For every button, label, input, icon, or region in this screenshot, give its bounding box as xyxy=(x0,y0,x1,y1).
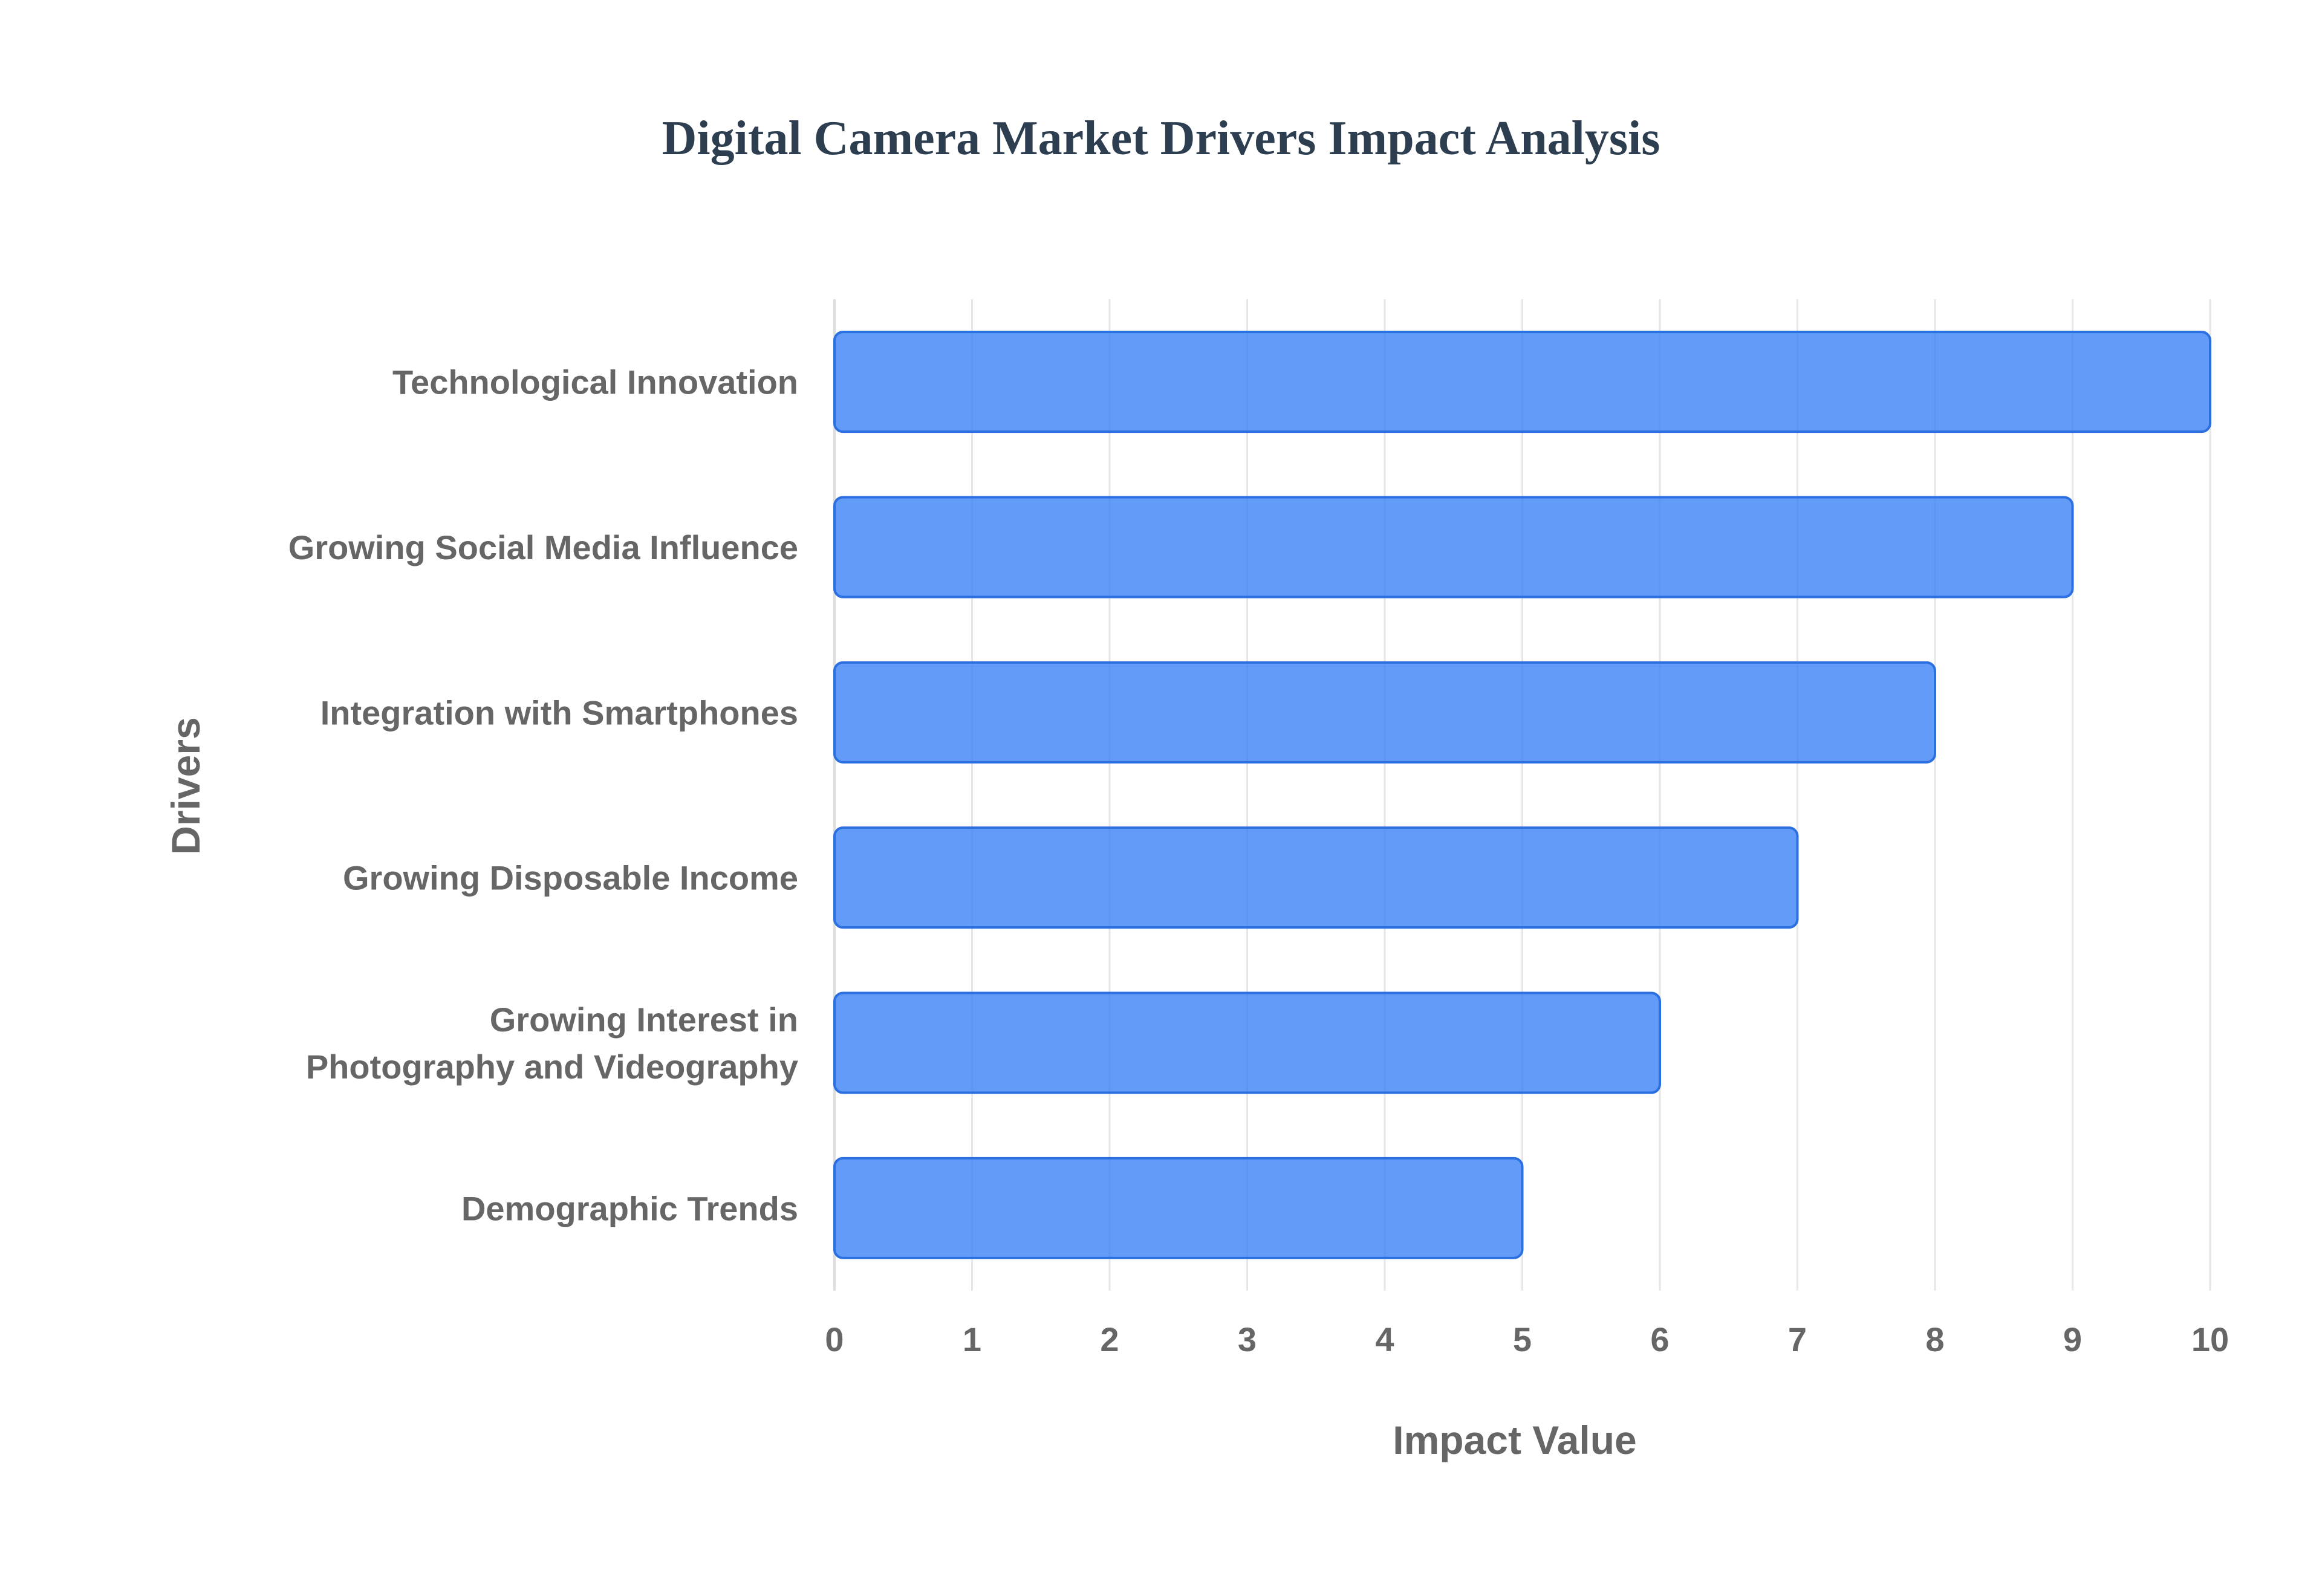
category-label: Technological Innovation xyxy=(392,363,798,401)
x-axis-title: Impact Value xyxy=(1393,1418,1637,1462)
chart-title: Digital Camera Market Drivers Impact Ana… xyxy=(662,112,1660,165)
x-tick-label: 10 xyxy=(2191,1320,2229,1358)
category-label-line: Growing Social Media Influence xyxy=(288,528,798,566)
grid-lines xyxy=(833,299,2211,1291)
x-tick-label: 9 xyxy=(2063,1320,2082,1358)
y-axis-title: Drivers xyxy=(163,717,208,855)
category-labels: Technological Innovation Growing Social M… xyxy=(288,363,798,1228)
bar xyxy=(833,991,1661,1094)
category-label-line: Technological Innovation xyxy=(392,363,798,401)
category-label-line: Integration with Smartphones xyxy=(320,693,798,731)
bars xyxy=(833,331,2211,1259)
category-label: Growing Interest in Photography and Video… xyxy=(306,1001,798,1086)
x-tick-label: 5 xyxy=(1513,1320,1532,1358)
category-label: Demographic Trends xyxy=(461,1189,798,1227)
category-label-line: Demographic Trends xyxy=(461,1189,798,1227)
x-tick-label: 3 xyxy=(1238,1320,1257,1358)
bar xyxy=(833,331,2211,433)
category-label-line: Growing Interest in xyxy=(490,1001,798,1039)
category-label: Growing Social Media Influence xyxy=(288,528,798,566)
x-tick-label: 4 xyxy=(1375,1320,1394,1358)
category-label: Integration with Smartphones xyxy=(320,693,798,731)
bar xyxy=(833,496,2074,598)
x-tick-label: 2 xyxy=(1100,1320,1119,1358)
x-tick-label: 0 xyxy=(825,1320,844,1358)
category-label-line: Growing Disposable Income xyxy=(343,859,798,897)
x-tick-labels: 0 1 2 3 4 5 6 7 8 9 10 xyxy=(825,1320,2229,1358)
bar xyxy=(833,1156,1524,1259)
category-label: Growing Disposable Income xyxy=(343,859,798,897)
bar xyxy=(833,661,1936,764)
x-tick-label: 8 xyxy=(1925,1320,1944,1358)
x-tick-label: 1 xyxy=(963,1320,981,1358)
category-label-line: Photography and Videography xyxy=(306,1048,798,1086)
x-tick-label: 6 xyxy=(1650,1320,1669,1358)
bar xyxy=(833,826,1799,929)
x-tick-label: 7 xyxy=(1788,1320,1807,1358)
